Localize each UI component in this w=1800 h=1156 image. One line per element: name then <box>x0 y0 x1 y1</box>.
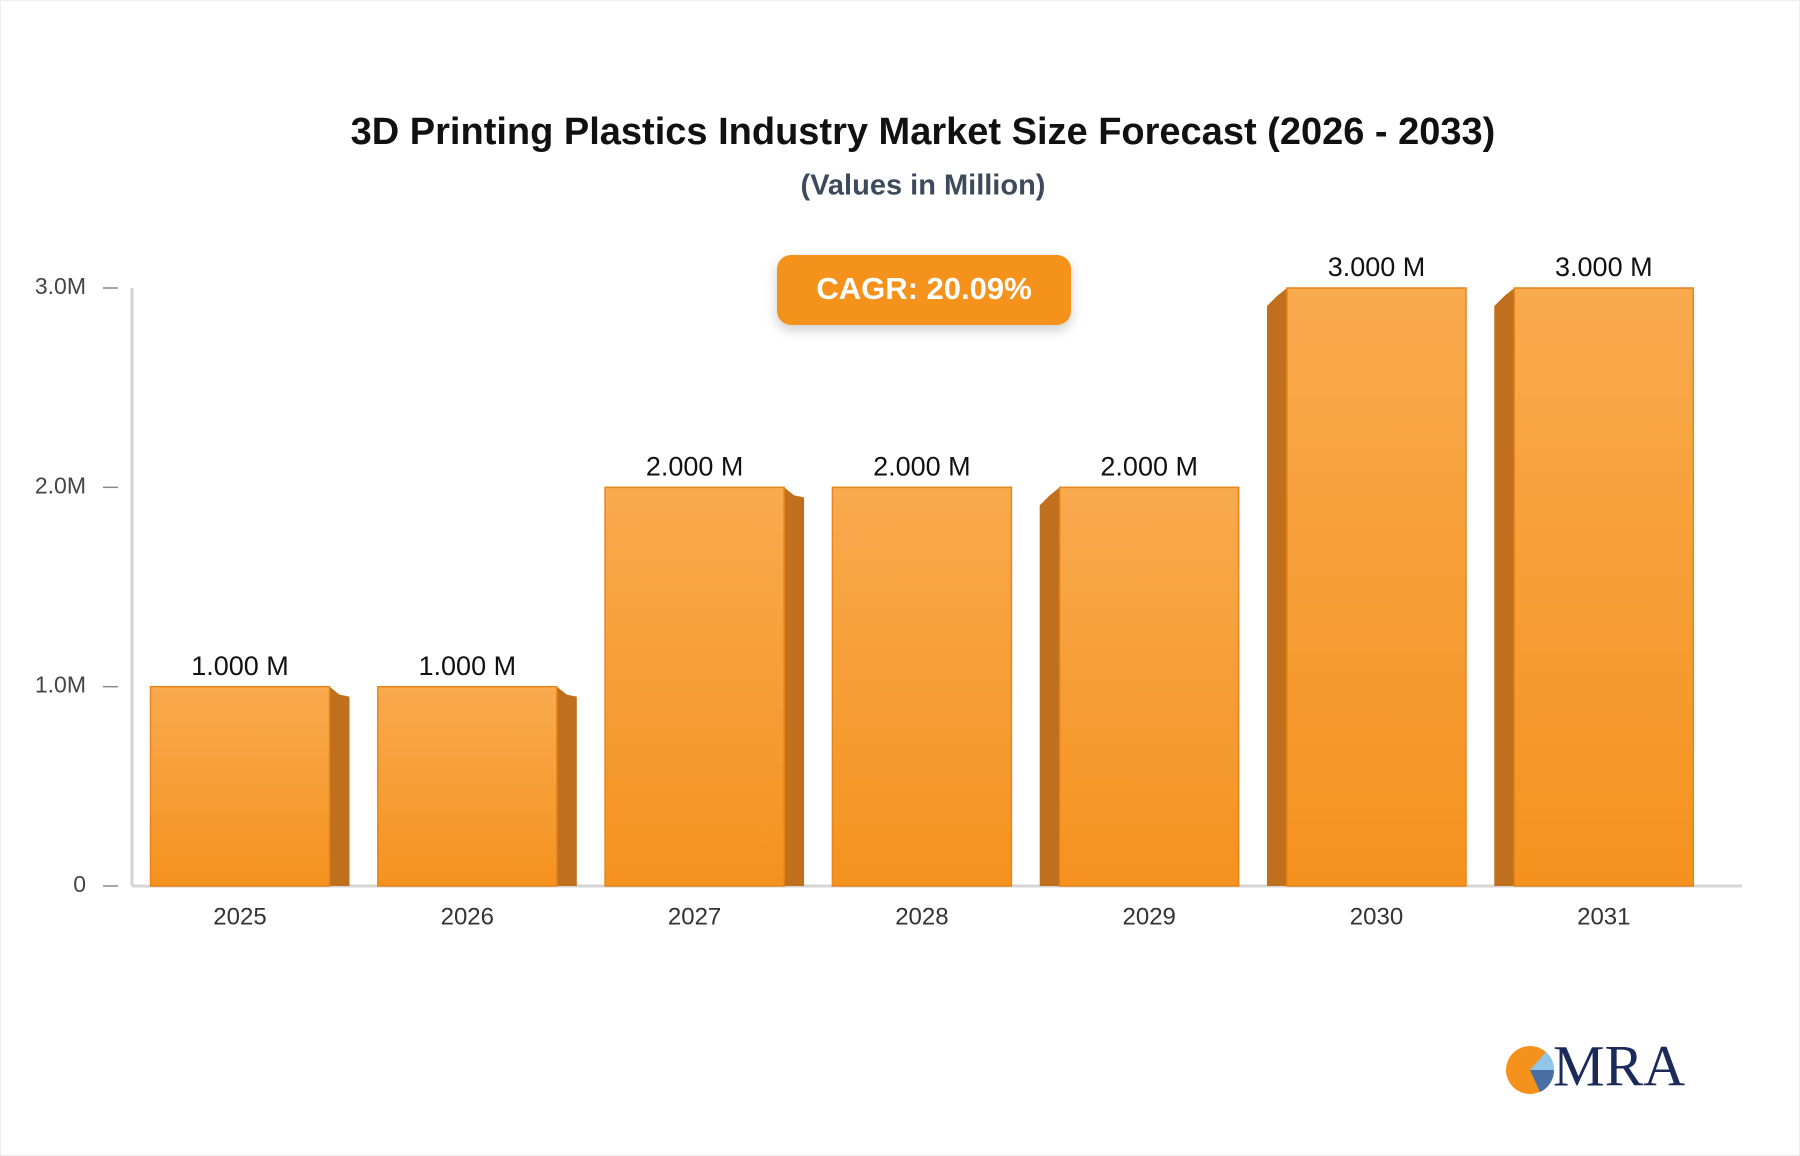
value-label: 1.000 M <box>191 651 289 681</box>
bar <box>831 486 1013 887</box>
x-tick-label: 2028 <box>895 903 948 930</box>
badge-text: CAGR: 20.09% <box>816 271 1031 306</box>
value-label: 2.000 M <box>1100 451 1198 481</box>
value-label: 2.000 M <box>646 451 744 481</box>
x-tick-label: 2027 <box>668 903 721 930</box>
value-label: 3.000 M <box>1328 252 1426 282</box>
chart-subtitle: (Values in Million) <box>801 170 1046 202</box>
value-label: 1.000 M <box>419 651 517 681</box>
chart-title: 3D Printing Plastics Industry Market Siz… <box>351 111 1496 153</box>
x-tick-label: 2025 <box>213 903 266 930</box>
y-tick-label: 0 <box>73 871 86 897</box>
bar-group <box>149 685 350 887</box>
bar-side <box>1039 487 1060 886</box>
logo-slice <box>1530 1052 1555 1070</box>
bar-side <box>1494 288 1515 886</box>
bar <box>1058 486 1240 887</box>
bar-group <box>604 486 805 887</box>
x-tick-label: 2029 <box>1123 903 1176 930</box>
bar-side <box>1267 288 1287 886</box>
value-label: 2.000 M <box>873 451 971 481</box>
bar <box>1513 287 1695 887</box>
bar <box>149 685 331 887</box>
y-tick-label: 2.0M <box>35 472 86 498</box>
bar-side <box>556 686 577 886</box>
cagr-badge: CAGR: 20.09% <box>777 255 1071 325</box>
x-tick-label: 2026 <box>441 903 494 930</box>
bar-group <box>831 486 1013 887</box>
bar <box>604 486 785 887</box>
bar-side <box>784 487 805 886</box>
logo: MRA <box>1506 1033 1685 1098</box>
x-tick-label: 2031 <box>1577 903 1630 930</box>
bar-group <box>377 685 577 887</box>
badge-box <box>777 255 1071 325</box>
value-label: 3.000 M <box>1555 252 1653 282</box>
logo-text: MRA <box>1553 1033 1685 1098</box>
x-tick-label: 2030 <box>1350 903 1403 930</box>
bar-group <box>1039 486 1240 887</box>
bar <box>1286 287 1467 887</box>
y-tick-label: 3.0M <box>35 273 86 299</box>
bar-group <box>1267 287 1467 887</box>
bar-side <box>329 686 350 886</box>
bar-group <box>1494 287 1695 887</box>
bar <box>377 685 558 887</box>
logo-slice <box>1530 1070 1555 1092</box>
y-tick-label: 1.0M <box>35 672 86 698</box>
